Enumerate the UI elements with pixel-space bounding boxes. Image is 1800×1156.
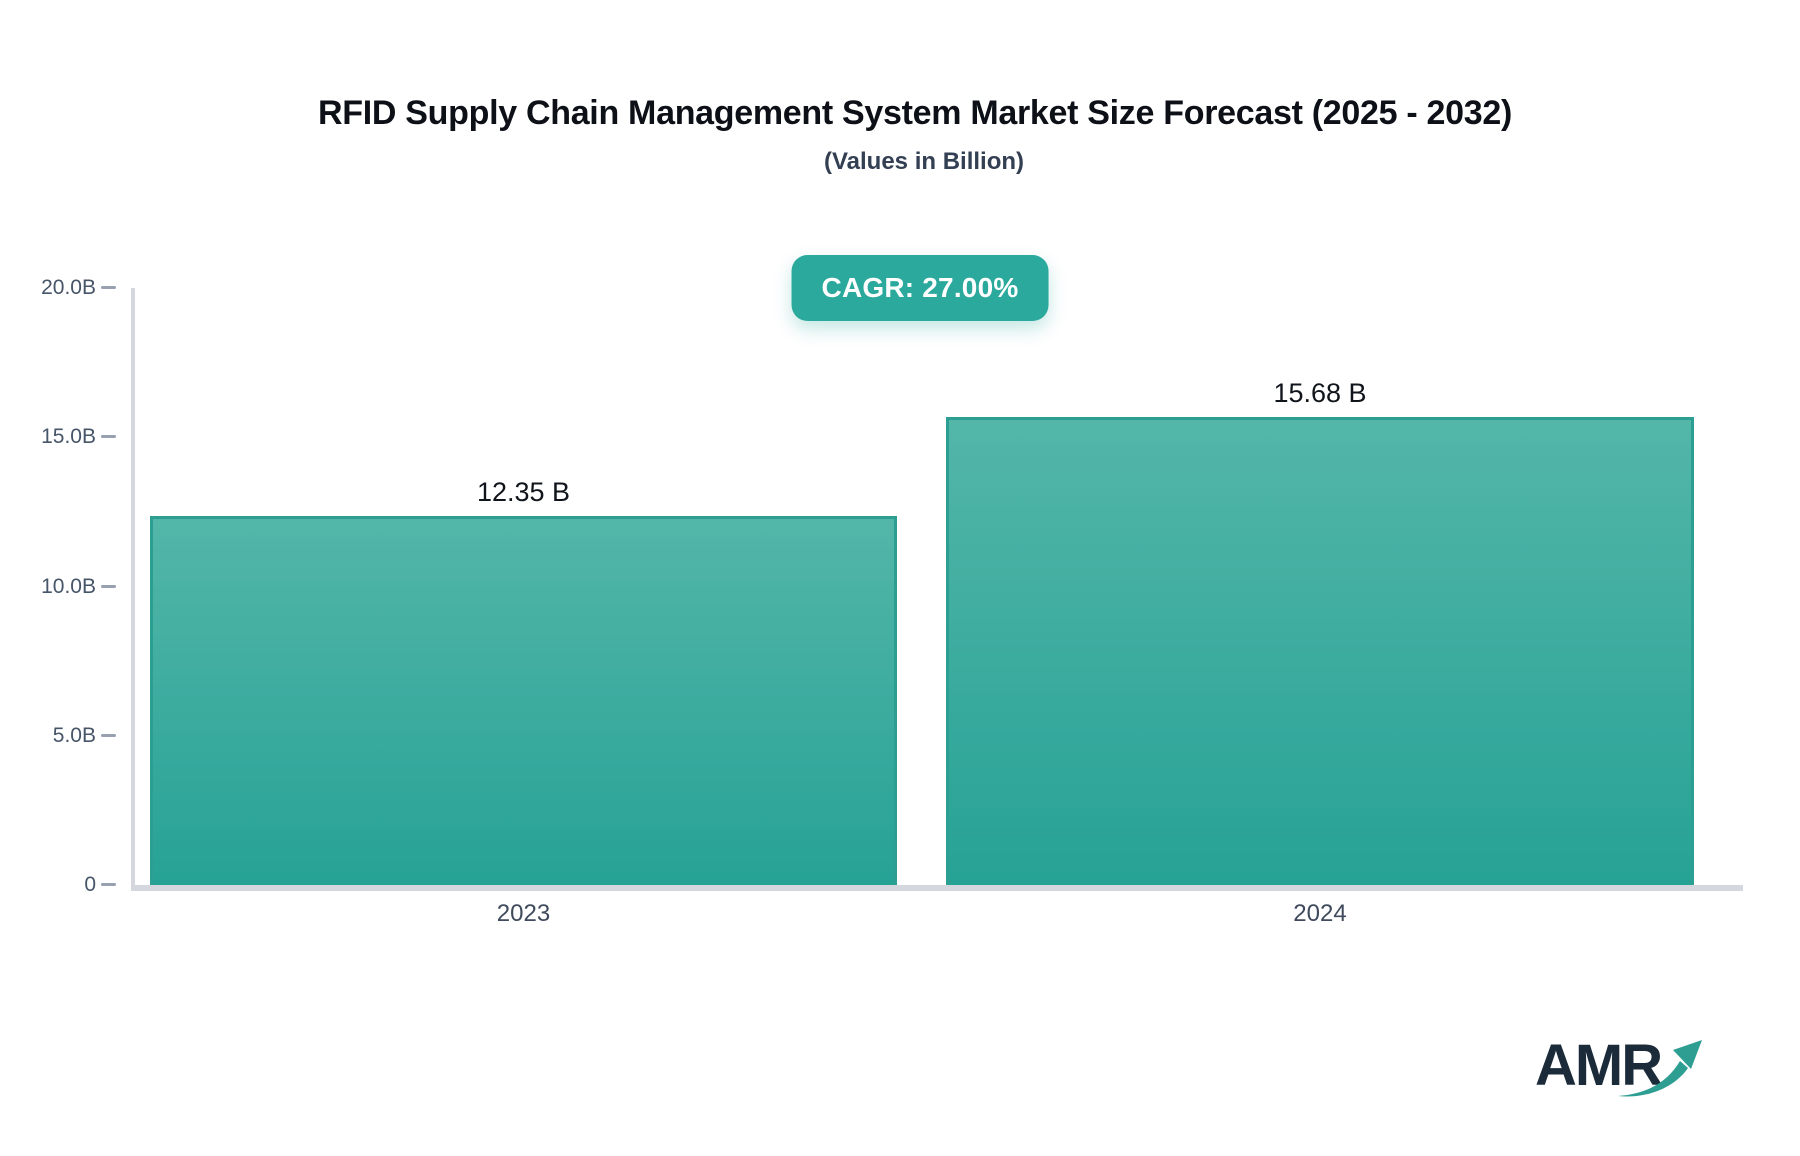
y-tick-dash xyxy=(101,286,116,289)
chart-subtitle: (Values in Billion) xyxy=(823,148,1025,175)
bar-group-2023: 12.35 B xyxy=(150,477,897,885)
y-tick-dash xyxy=(101,883,116,886)
growth-arrow-icon xyxy=(1618,1040,1702,1097)
y-tick-dash xyxy=(101,435,116,439)
y-tick-label: 10.0B xyxy=(41,574,96,598)
x-axis-line xyxy=(131,885,1743,891)
y-tick-label: 5.0B xyxy=(52,723,96,747)
bar-value-label-2023: 12.35 B xyxy=(476,477,571,507)
cagr-badge: CAGR: 27.00% xyxy=(791,255,1049,321)
y-tick-label: 15.0B xyxy=(41,425,96,449)
amr-logo: AMR xyxy=(1535,1032,1705,1104)
bar-value-label-2024: 15.68 B xyxy=(1273,378,1367,408)
bar-rect-2023 xyxy=(150,516,897,885)
bar-group-2024: 15.68 B xyxy=(946,378,1694,885)
chart-title: RFID Supply Chain Management System Mark… xyxy=(318,94,1512,132)
x-axis-label-2023: 2023 xyxy=(496,900,551,927)
y-tick-label: 0 xyxy=(84,873,96,896)
x-axis-label-2024: 2024 xyxy=(1293,900,1347,927)
amr-logo-text: AMR xyxy=(1535,1033,1663,1098)
cagr-badge-label: CAGR: 27.00% xyxy=(821,272,1019,303)
y-axis-line xyxy=(131,288,135,890)
bar-rect-2024 xyxy=(946,417,1694,885)
y-tick-dash xyxy=(101,733,116,737)
y-tick-label: 20.0B xyxy=(41,276,96,299)
y-tick-dash xyxy=(101,584,116,588)
